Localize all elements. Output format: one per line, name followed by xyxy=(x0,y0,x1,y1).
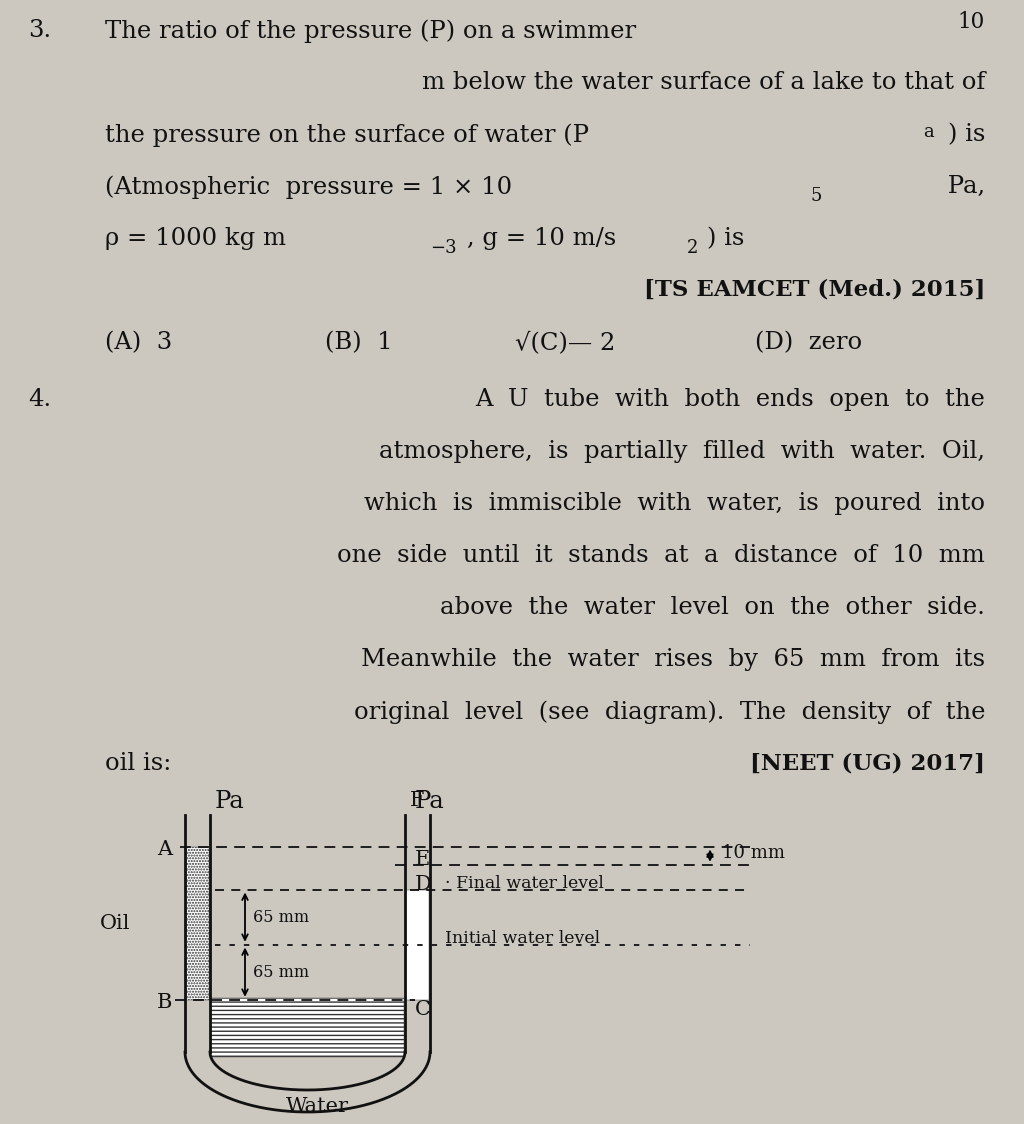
Polygon shape xyxy=(211,998,404,1057)
Polygon shape xyxy=(186,846,209,999)
Text: ) is: ) is xyxy=(947,123,985,146)
Text: (Atmospheric  pressure = 1 × 10: (Atmospheric pressure = 1 × 10 xyxy=(105,175,512,199)
Text: D: D xyxy=(415,876,432,894)
Text: Meanwhile  the  water  rises  by  65  mm  from  its: Meanwhile the water rises by 65 mm from … xyxy=(360,649,985,671)
Text: F: F xyxy=(411,790,425,809)
Text: one  side  until  it  stands  at  a  distance  of  10  mm: one side until it stands at a distance o… xyxy=(337,544,985,568)
Text: original  level  (see  diagram).  The  density  of  the: original level (see diagram). The densit… xyxy=(353,700,985,724)
Text: 4.: 4. xyxy=(28,388,51,411)
Text: m below the water surface of a lake to that of: m below the water surface of a lake to t… xyxy=(422,71,985,94)
Polygon shape xyxy=(406,889,429,999)
Text: a: a xyxy=(923,123,934,140)
Text: 65 mm: 65 mm xyxy=(253,963,309,980)
Text: Pa: Pa xyxy=(415,790,444,813)
Text: · Final water level: · Final water level xyxy=(445,876,604,892)
Text: (D)  zero: (D) zero xyxy=(755,330,862,354)
Text: A: A xyxy=(157,840,172,859)
Text: 2: 2 xyxy=(687,239,698,257)
Text: 10: 10 xyxy=(957,11,985,33)
Text: (A)  3: (A) 3 xyxy=(105,330,172,354)
Text: above  the  water  level  on  the  other  side.: above the water level on the other side. xyxy=(440,596,985,619)
Text: A  U  tube  with  both  ends  open  to  the: A U tube with both ends open to the xyxy=(475,388,985,411)
Text: Pa: Pa xyxy=(215,790,245,813)
Text: Initial water level: Initial water level xyxy=(445,931,600,948)
Text: (B)  1: (B) 1 xyxy=(325,330,392,354)
Text: which  is  immiscible  with  water,  is  poured  into: which is immiscible with water, is poure… xyxy=(364,492,985,515)
Text: [TS EAMCET (Med.) 2015]: [TS EAMCET (Med.) 2015] xyxy=(644,279,985,301)
Text: 5: 5 xyxy=(810,187,821,205)
Text: √(C)— 2: √(C)— 2 xyxy=(515,330,615,354)
Text: atmosphere,  is  partially  filled  with  water.  Oil,: atmosphere, is partially filled with wat… xyxy=(379,441,985,463)
Text: B: B xyxy=(157,992,172,1012)
Text: ) is: ) is xyxy=(707,227,744,250)
Text: 65 mm: 65 mm xyxy=(253,908,309,926)
Text: , g = 10 m/s: , g = 10 m/s xyxy=(467,227,616,250)
Text: E: E xyxy=(415,850,430,869)
Text: Oil: Oil xyxy=(99,914,130,933)
Text: The ratio of the pressure (P) on a swimmer: The ratio of the pressure (P) on a swimm… xyxy=(105,19,636,43)
Text: C: C xyxy=(415,1000,431,1019)
Text: the pressure on the surface of water (P: the pressure on the surface of water (P xyxy=(105,123,589,146)
Text: Water: Water xyxy=(286,1097,349,1115)
Text: oil is:: oil is: xyxy=(105,752,171,776)
Text: −3: −3 xyxy=(430,239,457,257)
Text: 10 mm: 10 mm xyxy=(722,844,785,862)
Text: [NEET (UG) 2017]: [NEET (UG) 2017] xyxy=(750,752,985,774)
Text: ρ = 1000 kg m: ρ = 1000 kg m xyxy=(105,227,286,250)
Text: 3.: 3. xyxy=(28,19,51,42)
Text: Pa,: Pa, xyxy=(940,175,985,198)
